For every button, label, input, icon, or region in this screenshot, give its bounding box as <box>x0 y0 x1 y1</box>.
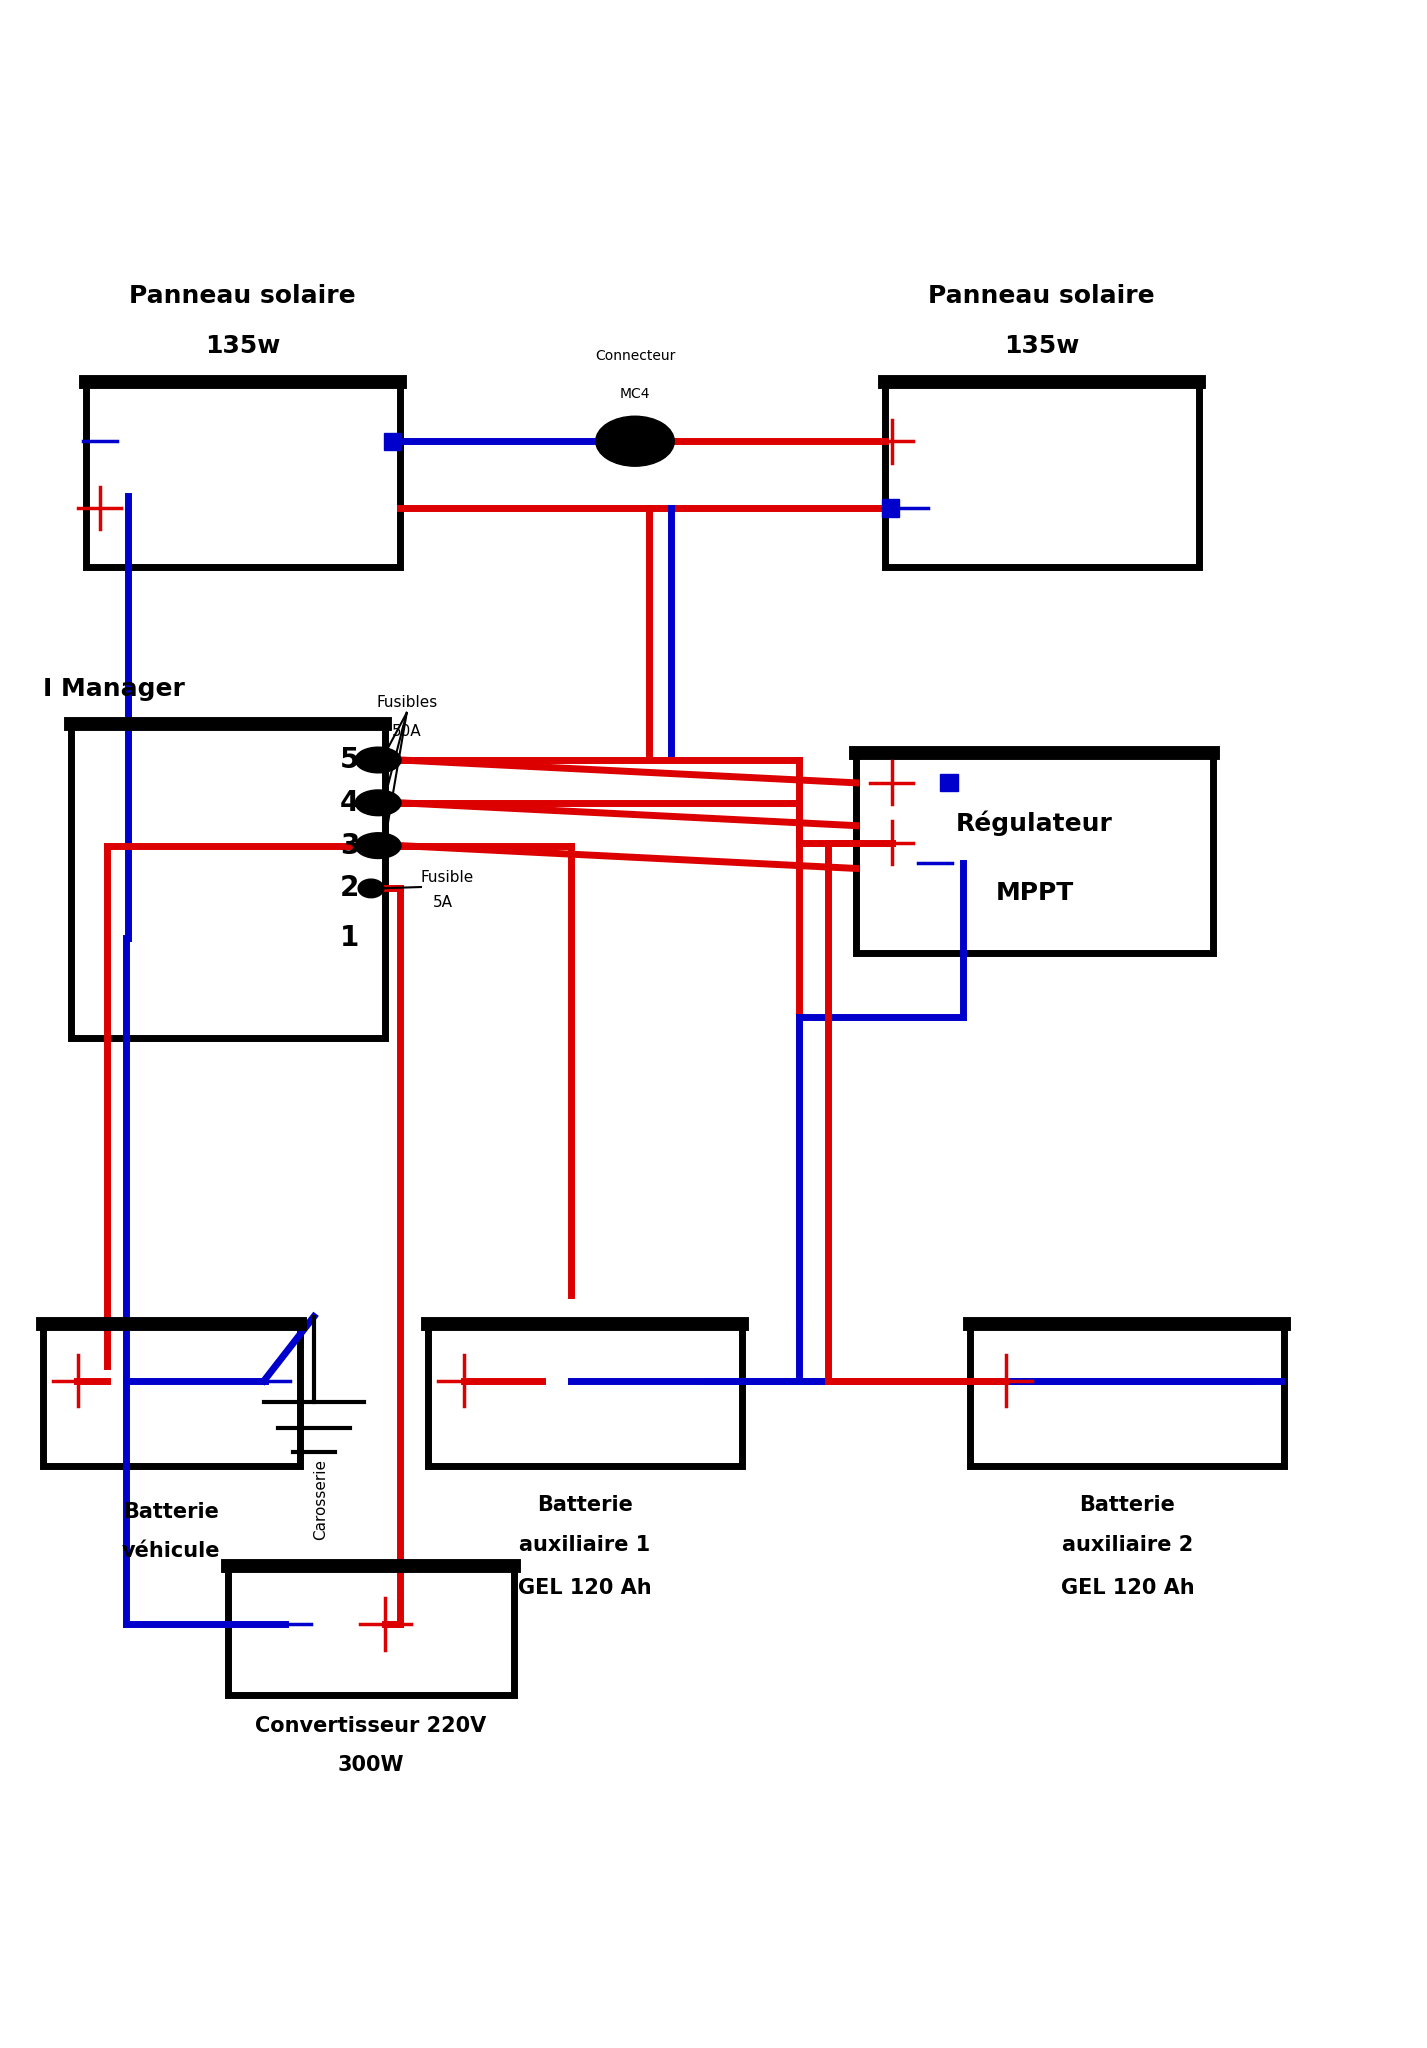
Text: 1: 1 <box>340 924 360 952</box>
Bar <box>228 1567 514 1694</box>
Text: Batterie: Batterie <box>1079 1495 1176 1516</box>
Text: Batterie: Batterie <box>537 1495 634 1516</box>
Bar <box>885 381 1199 567</box>
Text: 3: 3 <box>340 831 360 860</box>
Ellipse shape <box>358 879 384 897</box>
Ellipse shape <box>355 748 401 772</box>
Text: Régulateur: Régulateur <box>956 811 1113 836</box>
Text: 2: 2 <box>340 874 360 903</box>
Bar <box>856 754 1213 952</box>
Bar <box>86 381 400 567</box>
Text: auxiliaire 2: auxiliaire 2 <box>1062 1534 1193 1554</box>
Text: Connecteur: Connecteur <box>595 348 675 362</box>
Ellipse shape <box>355 834 401 858</box>
Ellipse shape <box>596 416 674 467</box>
Bar <box>428 1323 742 1466</box>
Text: Carosserie: Carosserie <box>314 1460 328 1540</box>
Text: Panneau solaire: Panneau solaire <box>929 285 1154 309</box>
Bar <box>43 1323 300 1466</box>
Text: GEL 120 Ah: GEL 120 Ah <box>518 1577 652 1597</box>
Ellipse shape <box>355 791 401 815</box>
Bar <box>882 500 899 516</box>
Bar <box>970 1323 1284 1466</box>
Text: I Manager: I Manager <box>43 676 184 700</box>
Text: véhicule: véhicule <box>121 1540 221 1561</box>
Text: GEL 120 Ah: GEL 120 Ah <box>1060 1577 1194 1597</box>
Text: Panneau solaire: Panneau solaire <box>130 285 355 309</box>
Bar <box>71 725 385 1038</box>
Text: Fusibles: Fusibles <box>377 696 437 711</box>
Text: 5A: 5A <box>432 895 452 909</box>
Text: 135w: 135w <box>1005 334 1079 358</box>
Text: Fusible: Fusible <box>421 870 474 885</box>
Text: 4: 4 <box>340 788 360 817</box>
Bar <box>940 774 958 791</box>
Text: MC4: MC4 <box>619 387 651 401</box>
Text: 50A: 50A <box>392 723 421 739</box>
Text: 135w: 135w <box>205 334 280 358</box>
Text: Convertisseur 220V: Convertisseur 220V <box>255 1716 487 1737</box>
Text: 5: 5 <box>340 745 360 774</box>
Text: Batterie: Batterie <box>123 1501 220 1522</box>
Bar <box>384 432 401 451</box>
Text: auxiliaire 1: auxiliaire 1 <box>519 1534 651 1554</box>
Text: MPPT: MPPT <box>996 881 1073 905</box>
Text: 300W: 300W <box>338 1755 404 1776</box>
